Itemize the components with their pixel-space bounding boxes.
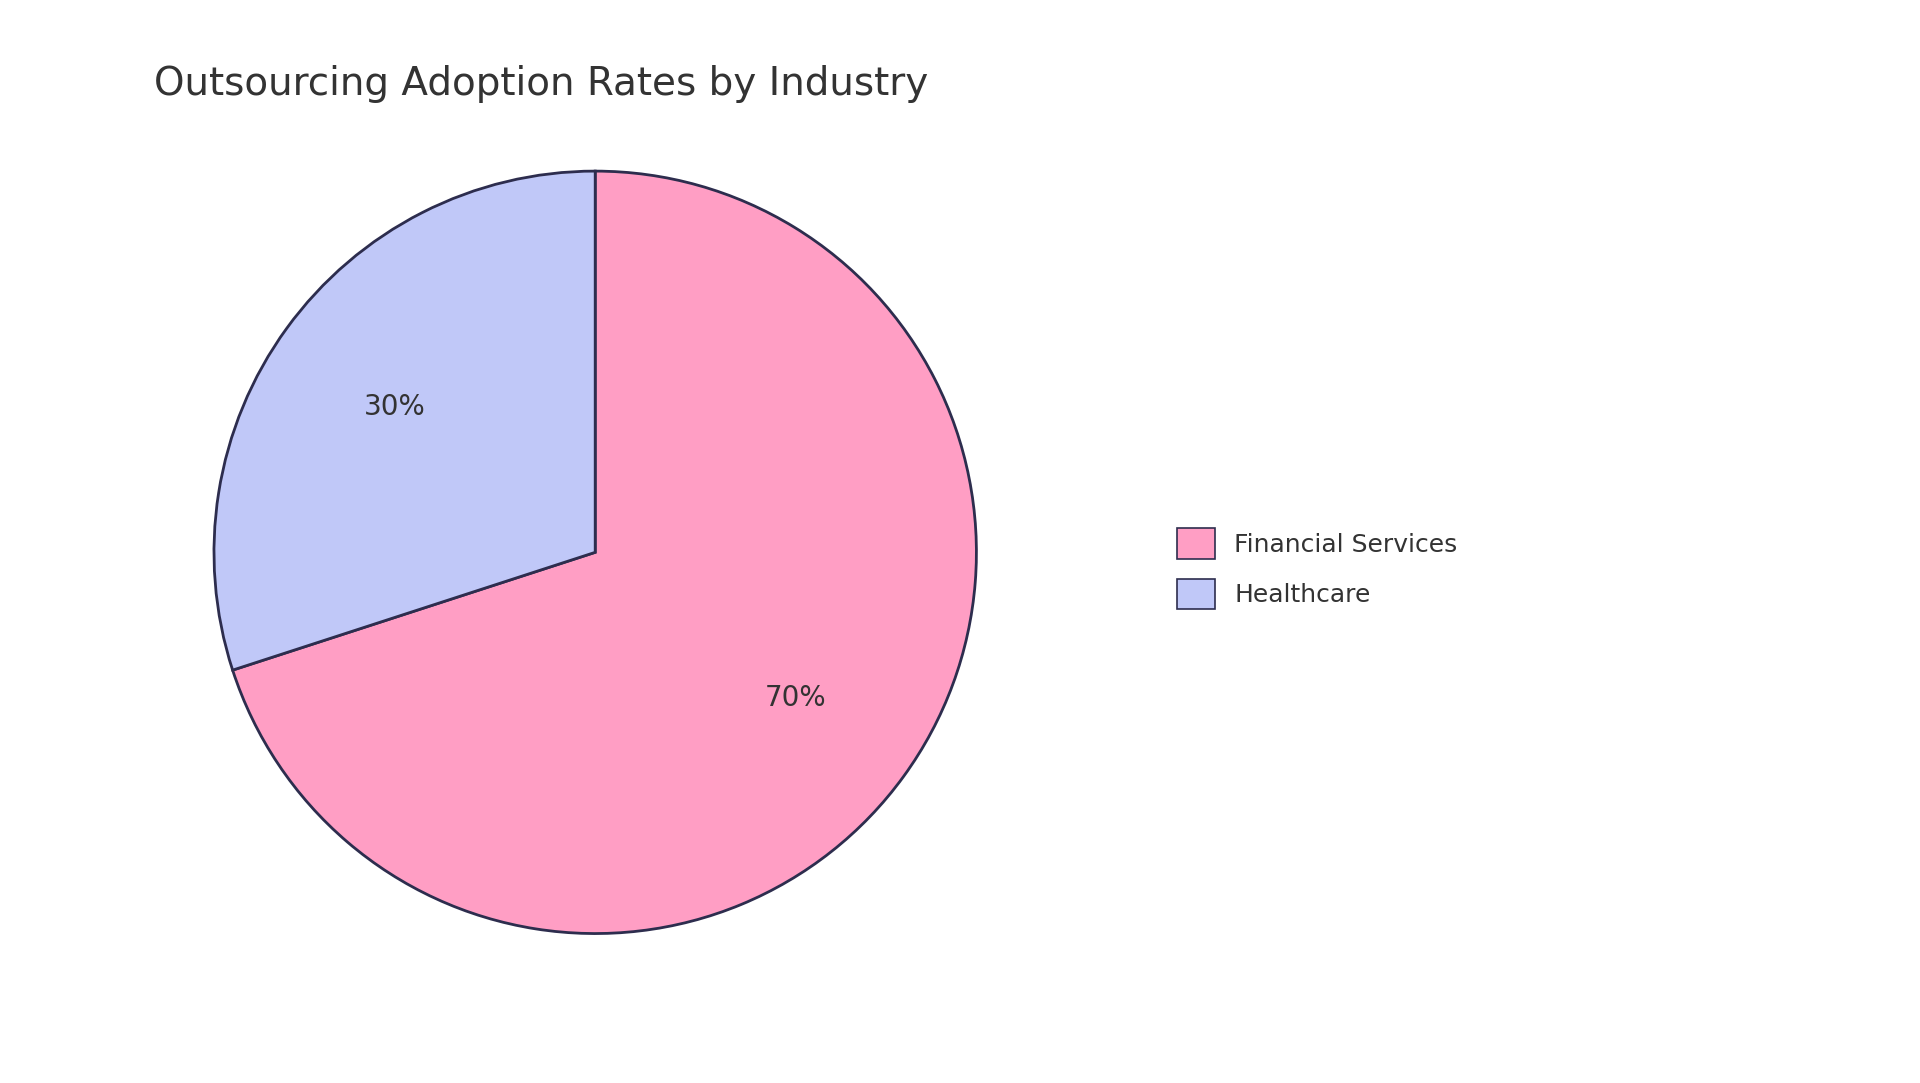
Text: 30%: 30%: [365, 393, 426, 420]
Text: Outsourcing Adoption Rates by Industry: Outsourcing Adoption Rates by Industry: [154, 65, 927, 103]
Legend: Financial Services, Healthcare: Financial Services, Healthcare: [1165, 516, 1471, 622]
Wedge shape: [213, 171, 595, 670]
Wedge shape: [232, 171, 977, 934]
Text: 70%: 70%: [764, 684, 826, 712]
